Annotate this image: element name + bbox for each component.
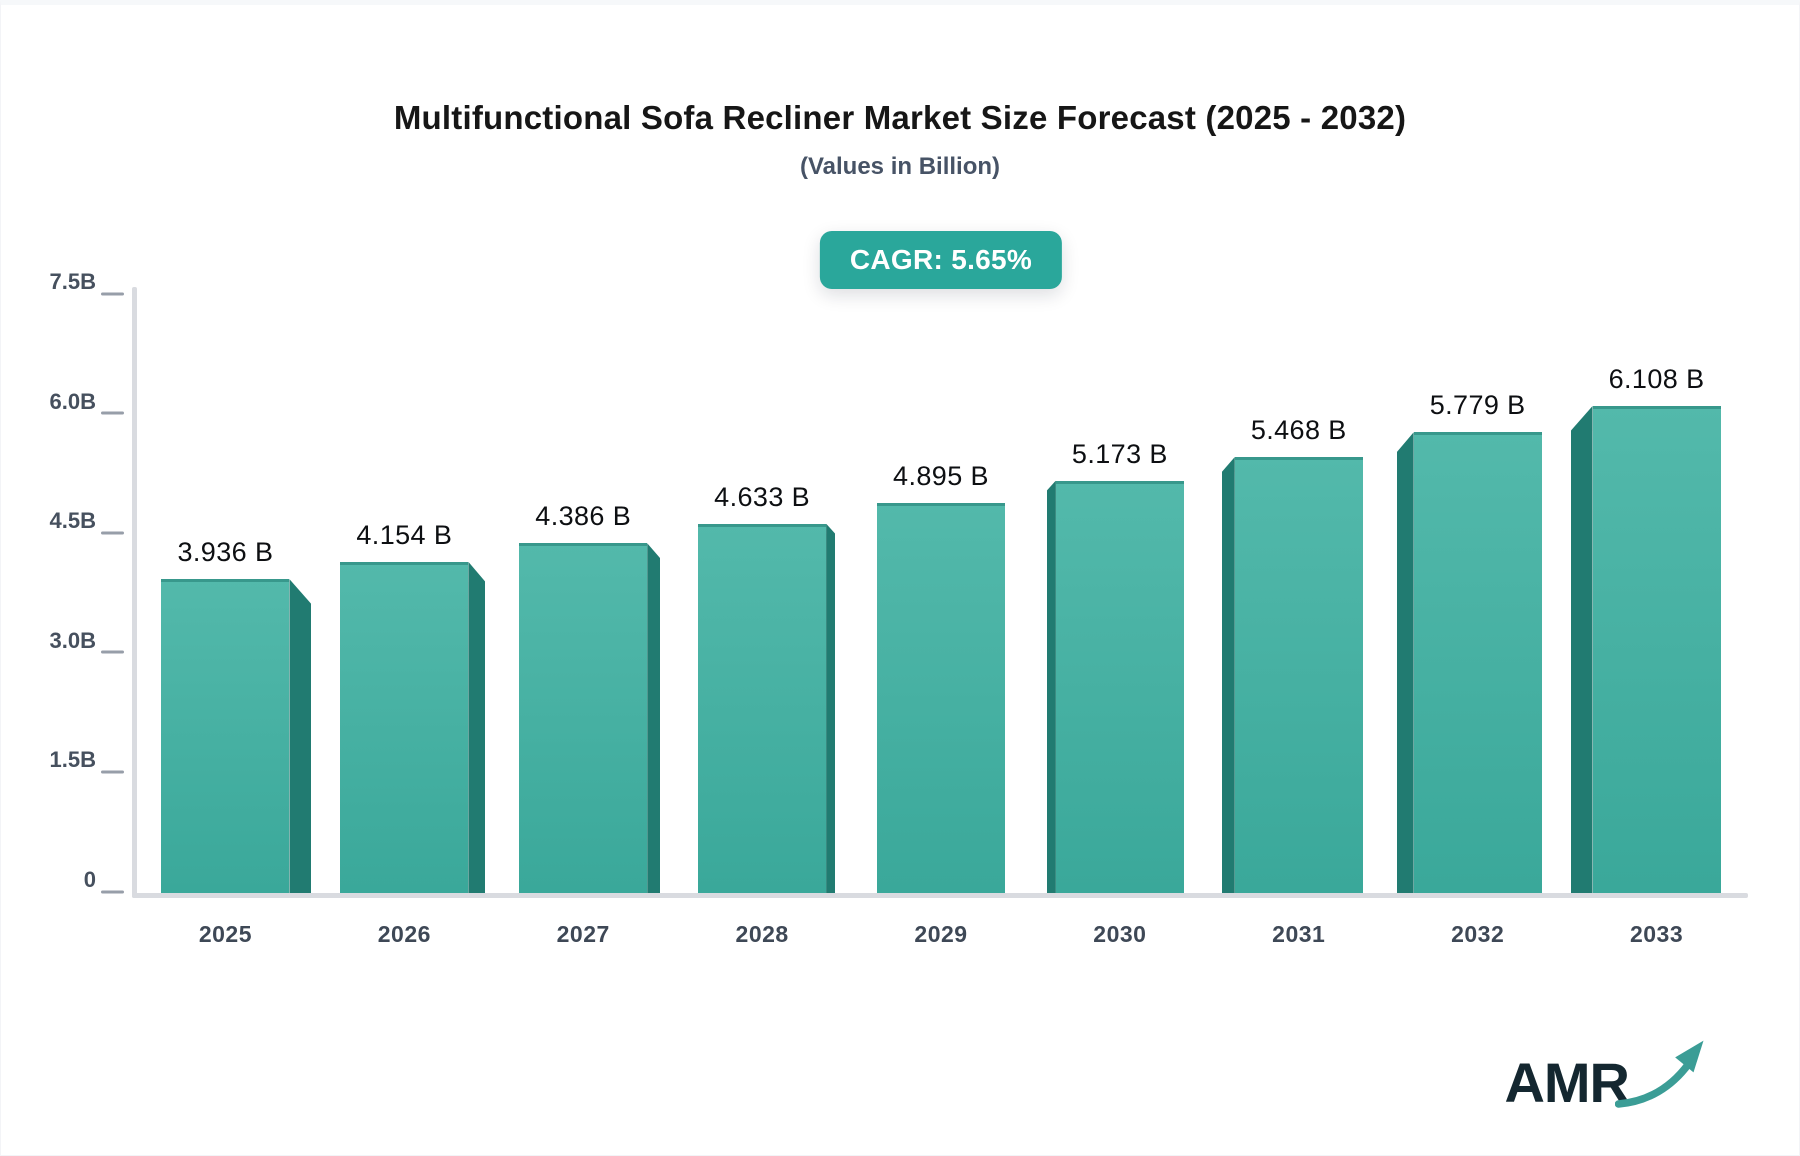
y-axis-tick-mark	[101, 890, 124, 893]
bar-3d-side-2031	[1221, 457, 1235, 893]
x-axis-line	[132, 893, 1748, 898]
bar-3d-side-2026	[468, 561, 486, 893]
x-axis-label: 2026	[377, 921, 431, 947]
bar-value-label: 4.895 B	[893, 460, 989, 491]
chart-subtitle: (Values in Billion)	[799, 153, 1001, 180]
bar-2033	[1592, 405, 1721, 893]
chart-title: Multifunctional Sofa Recliner Market Siz…	[393, 99, 1407, 136]
y-axis-tick-mark	[101, 411, 124, 415]
x-axis-label: 2025	[198, 921, 253, 947]
y-axis-tick-label: 0	[83, 867, 96, 892]
y-axis-tick-mark	[101, 650, 124, 654]
x-axis-label: 2027	[556, 921, 610, 947]
y-axis-tick-label: 7.5B	[49, 269, 96, 294]
amr-logo: AMR	[1504, 1039, 1707, 1111]
bar-2026	[340, 561, 469, 893]
bar-2032	[1413, 432, 1542, 893]
bar-2025	[161, 579, 290, 893]
bar-value-label: 5.468 B	[1250, 415, 1347, 446]
x-axis-label: 2032	[1451, 921, 1505, 947]
amr-logo-text: AMR	[1504, 1051, 1630, 1114]
bar-value-label: 3.936 B	[177, 537, 274, 568]
bar-value-label: 6.108 B	[1608, 363, 1705, 394]
bar-3d-side-2025	[289, 579, 312, 893]
y-axis-tick-label: 3.0B	[49, 627, 96, 653]
bar-2031	[1234, 457, 1363, 893]
bar-3d-side-2028	[826, 523, 836, 893]
bar-3d-side-2030	[1046, 480, 1056, 893]
bar-3d-side-2032	[1396, 432, 1414, 893]
y-axis-line	[132, 287, 137, 898]
y-axis-tick-mark	[101, 770, 124, 774]
x-axis-label: 2029	[914, 921, 968, 947]
bar-value-label: 5.779 B	[1429, 390, 1526, 421]
bar-value-label: 4.154 B	[356, 519, 453, 550]
x-axis-label: 2030	[1093, 921, 1147, 947]
y-axis-tick-label: 6.0B	[49, 388, 96, 414]
growth-arrow-icon	[1615, 1040, 1704, 1108]
y-axis-tick-label: 4.5B	[49, 508, 96, 534]
x-axis-label: 2031	[1272, 921, 1326, 947]
y-axis-tick-mark	[101, 531, 124, 535]
bar-value-label: 4.633 B	[714, 481, 811, 512]
bar-2027	[519, 543, 648, 893]
bar-3d-side-2033	[1570, 405, 1593, 893]
bar-2029	[877, 502, 1005, 893]
bar-chart-plot-area: 3.936 B 4.154 B 4.386 B 4.633 B 4.895 B 5.173…	[136, 295, 1746, 893]
bar-value-label: 5.173 B	[1071, 438, 1168, 469]
bar-3d-side-2027	[647, 543, 661, 893]
bar-value-label: 4.386 B	[535, 501, 632, 532]
y-axis-tick-mark	[101, 292, 124, 295]
x-axis-label: 2033	[1629, 921, 1684, 947]
bar-2028	[698, 523, 827, 893]
cagr-badge: CAGR: 5.65%	[819, 231, 1063, 289]
x-axis-label: 2028	[735, 921, 789, 947]
y-axis-tick-label: 1.5B	[49, 747, 96, 773]
bar-2030	[1055, 480, 1184, 893]
